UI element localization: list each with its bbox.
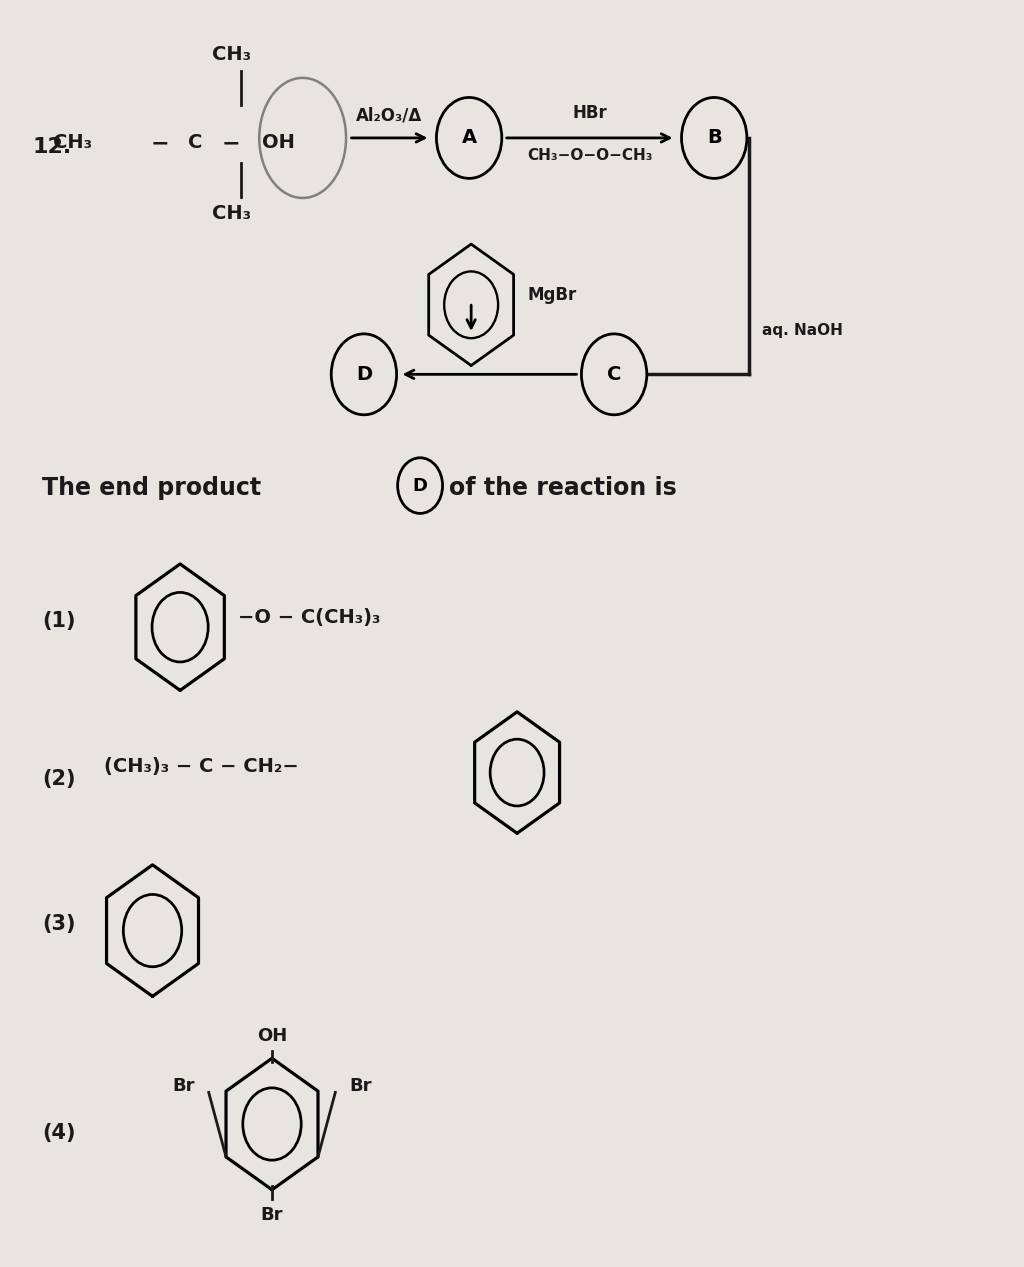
Text: CH₃: CH₃ [53,133,92,152]
Text: A: A [462,128,476,147]
Text: CH₃: CH₃ [212,46,251,65]
Text: C: C [188,133,203,152]
Text: The end product: The end product [42,476,261,500]
Text: HBr: HBr [572,104,607,122]
Text: Br: Br [172,1077,195,1095]
Text: (4): (4) [42,1123,76,1143]
Text: D: D [356,365,372,384]
Text: (2): (2) [42,769,76,789]
Text: of the reaction is: of the reaction is [449,476,677,500]
Text: CH₃−O−O−CH₃: CH₃−O−O−CH₃ [527,148,652,163]
Text: −: − [222,133,241,153]
Text: (1): (1) [42,611,76,631]
Text: MgBr: MgBr [527,285,577,304]
Text: OH: OH [262,133,295,152]
Text: Al₂O₃/Δ: Al₂O₃/Δ [356,106,423,124]
Text: (CH₃)₃ − C − CH₂−: (CH₃)₃ − C − CH₂− [103,756,298,775]
Text: Br: Br [349,1077,372,1095]
Text: aq. NaOH: aq. NaOH [762,323,843,337]
Text: Br: Br [261,1206,284,1224]
Text: CH₃: CH₃ [212,204,251,223]
Text: −O − C(CH₃)₃: −O − C(CH₃)₃ [239,608,381,627]
Text: OH: OH [257,1026,287,1044]
Text: (3): (3) [42,915,76,934]
Text: B: B [707,128,722,147]
Text: 12.: 12. [32,137,72,157]
Text: D: D [413,476,428,494]
Text: C: C [607,365,622,384]
Text: −: − [151,133,169,153]
